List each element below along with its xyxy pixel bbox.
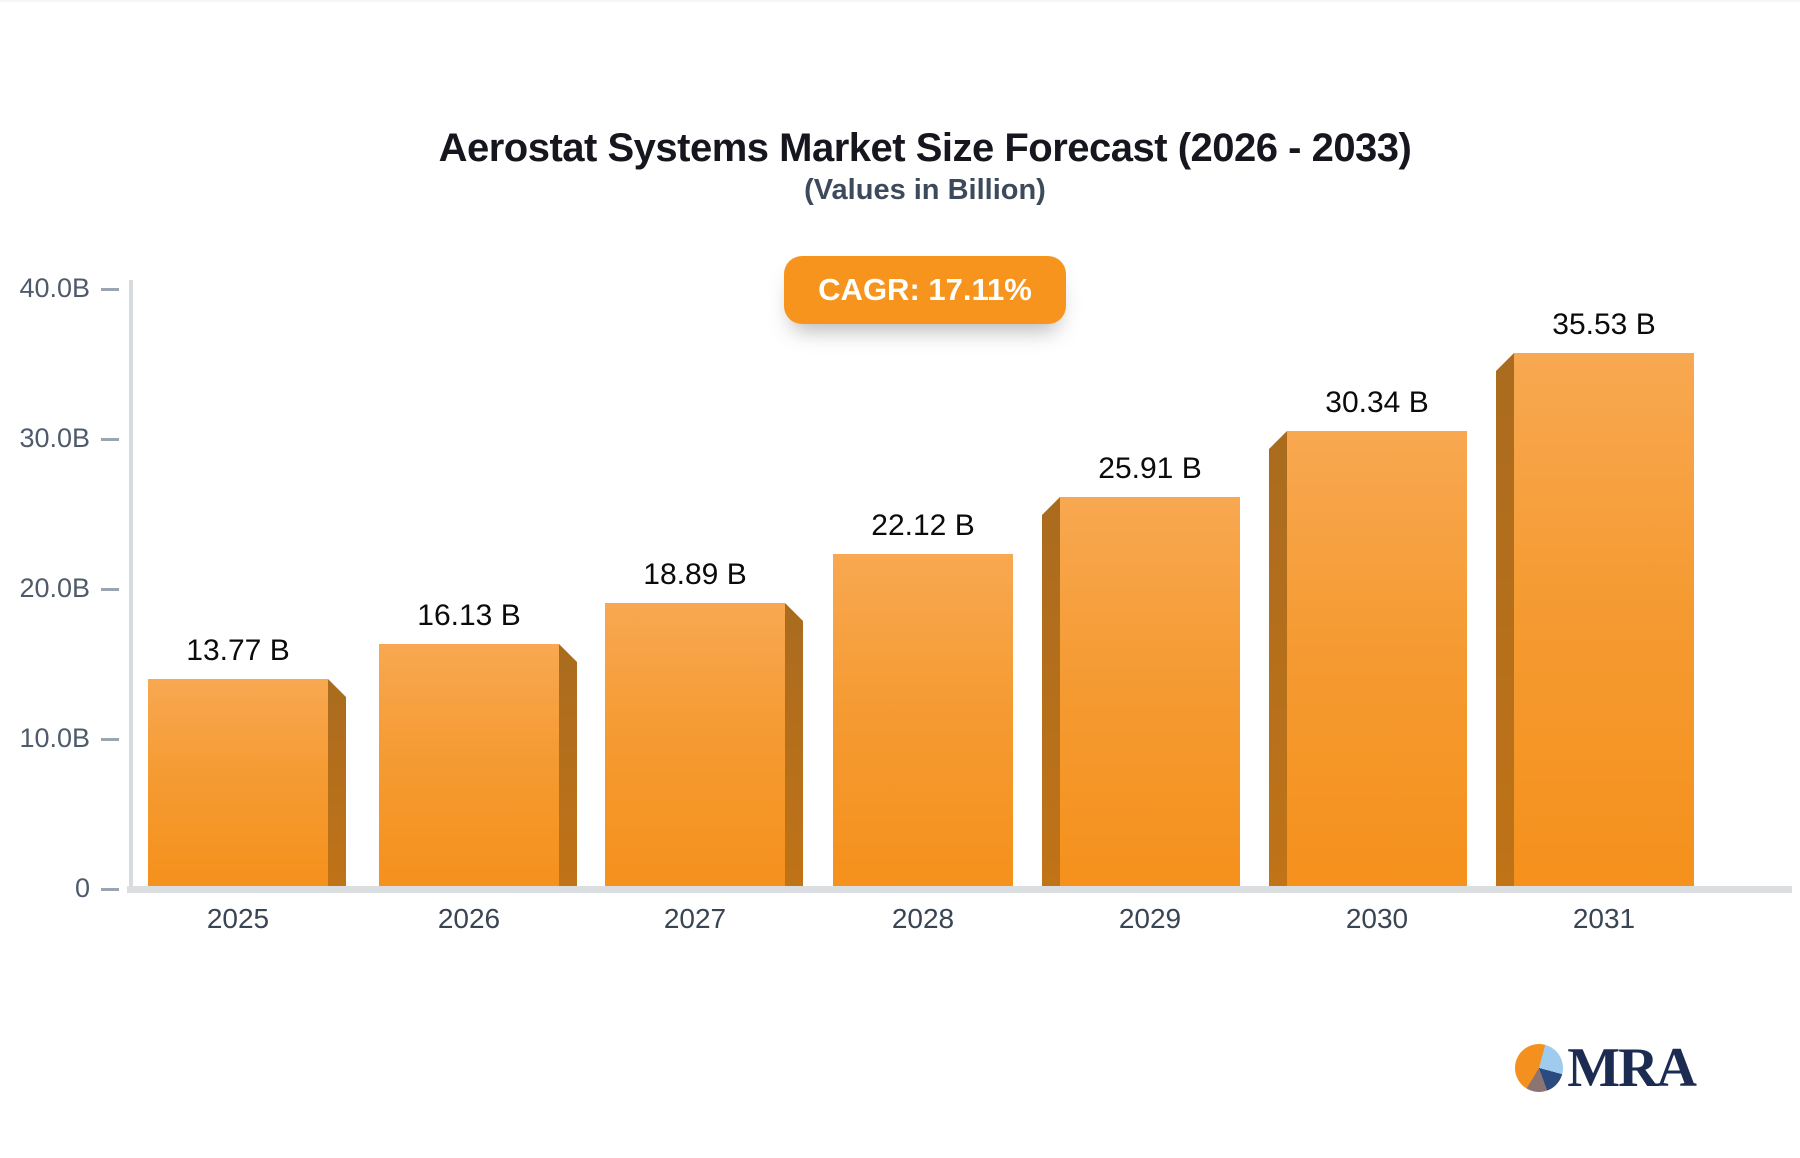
y-axis-line: [129, 280, 133, 893]
page-title: Aerostat Systems Market Size Forecast (2…: [438, 126, 1412, 170]
bar-2030: [1287, 431, 1467, 886]
bar-value-label-2027: 18.89 B: [643, 558, 747, 591]
bar-side-2030: [1269, 431, 1287, 886]
x-axis-label-2030: 2030: [1345, 903, 1409, 934]
x-axis-label-2026: 2026: [437, 903, 501, 934]
x-axis-baseline: [127, 886, 1792, 893]
bar-side-2027: [785, 603, 803, 886]
y-axis-tick-40.0B: [101, 288, 119, 291]
y-axis-tick-label-20.0B: 20.0B: [19, 573, 90, 603]
x-axis-label-2027: 2027: [663, 903, 727, 934]
x-axis-label-2031: 2031: [1572, 903, 1636, 934]
bar-value-label-2028: 22.12 B: [871, 509, 975, 542]
bar-2028: [833, 554, 1013, 886]
cagr-badge: CAGR: 17.11%: [784, 256, 1066, 324]
bar-2026: [379, 644, 559, 886]
bar-2027: [605, 603, 785, 886]
bar-value-label-2031: 35.53 B: [1552, 308, 1656, 341]
bar-2029: [1060, 497, 1240, 886]
x-axis-label-2029: 2029: [1118, 903, 1182, 934]
y-axis-tick-label-0: 0: [74, 873, 90, 903]
bar-2025: [148, 679, 328, 886]
y-axis-tick-10.0B: [101, 738, 119, 741]
y-axis-tick-30.0B: [101, 438, 119, 441]
bar-value-label-2026: 16.13 B: [417, 599, 521, 632]
y-axis-tick-20.0B: [101, 588, 119, 591]
cagr-badge-wrap: CAGR: 17.11%: [25, 256, 1800, 324]
y-axis-tick-label-30.0B: 30.0B: [19, 423, 90, 453]
bar-side-2026: [559, 644, 577, 886]
y-axis-tick-label-10.0B: 10.0B: [19, 723, 90, 753]
bar-value-label-2025: 13.77 B: [186, 634, 290, 667]
bar-side-2031: [1496, 353, 1514, 886]
logo-text: MRA: [1567, 1037, 1697, 1099]
bar-value-label-2029: 25.91 B: [1098, 452, 1202, 485]
bar-value-label-2030: 30.34 B: [1325, 386, 1429, 419]
bar-side-2025: [328, 679, 346, 886]
y-axis-tick-0: [101, 888, 119, 891]
mra-logo: MRA: [1515, 1037, 1697, 1099]
page-subtitle: (Values in Billion): [804, 174, 1046, 206]
pie-chart-logo-icon: [1515, 1044, 1564, 1092]
x-axis-label-2025: 2025: [206, 903, 270, 934]
y-axis-tick-label-40.0B: 40.0B: [19, 273, 90, 303]
x-axis-label-2028: 2028: [891, 903, 955, 934]
bar-2031: [1514, 353, 1694, 886]
bar-side-2029: [1042, 497, 1060, 886]
